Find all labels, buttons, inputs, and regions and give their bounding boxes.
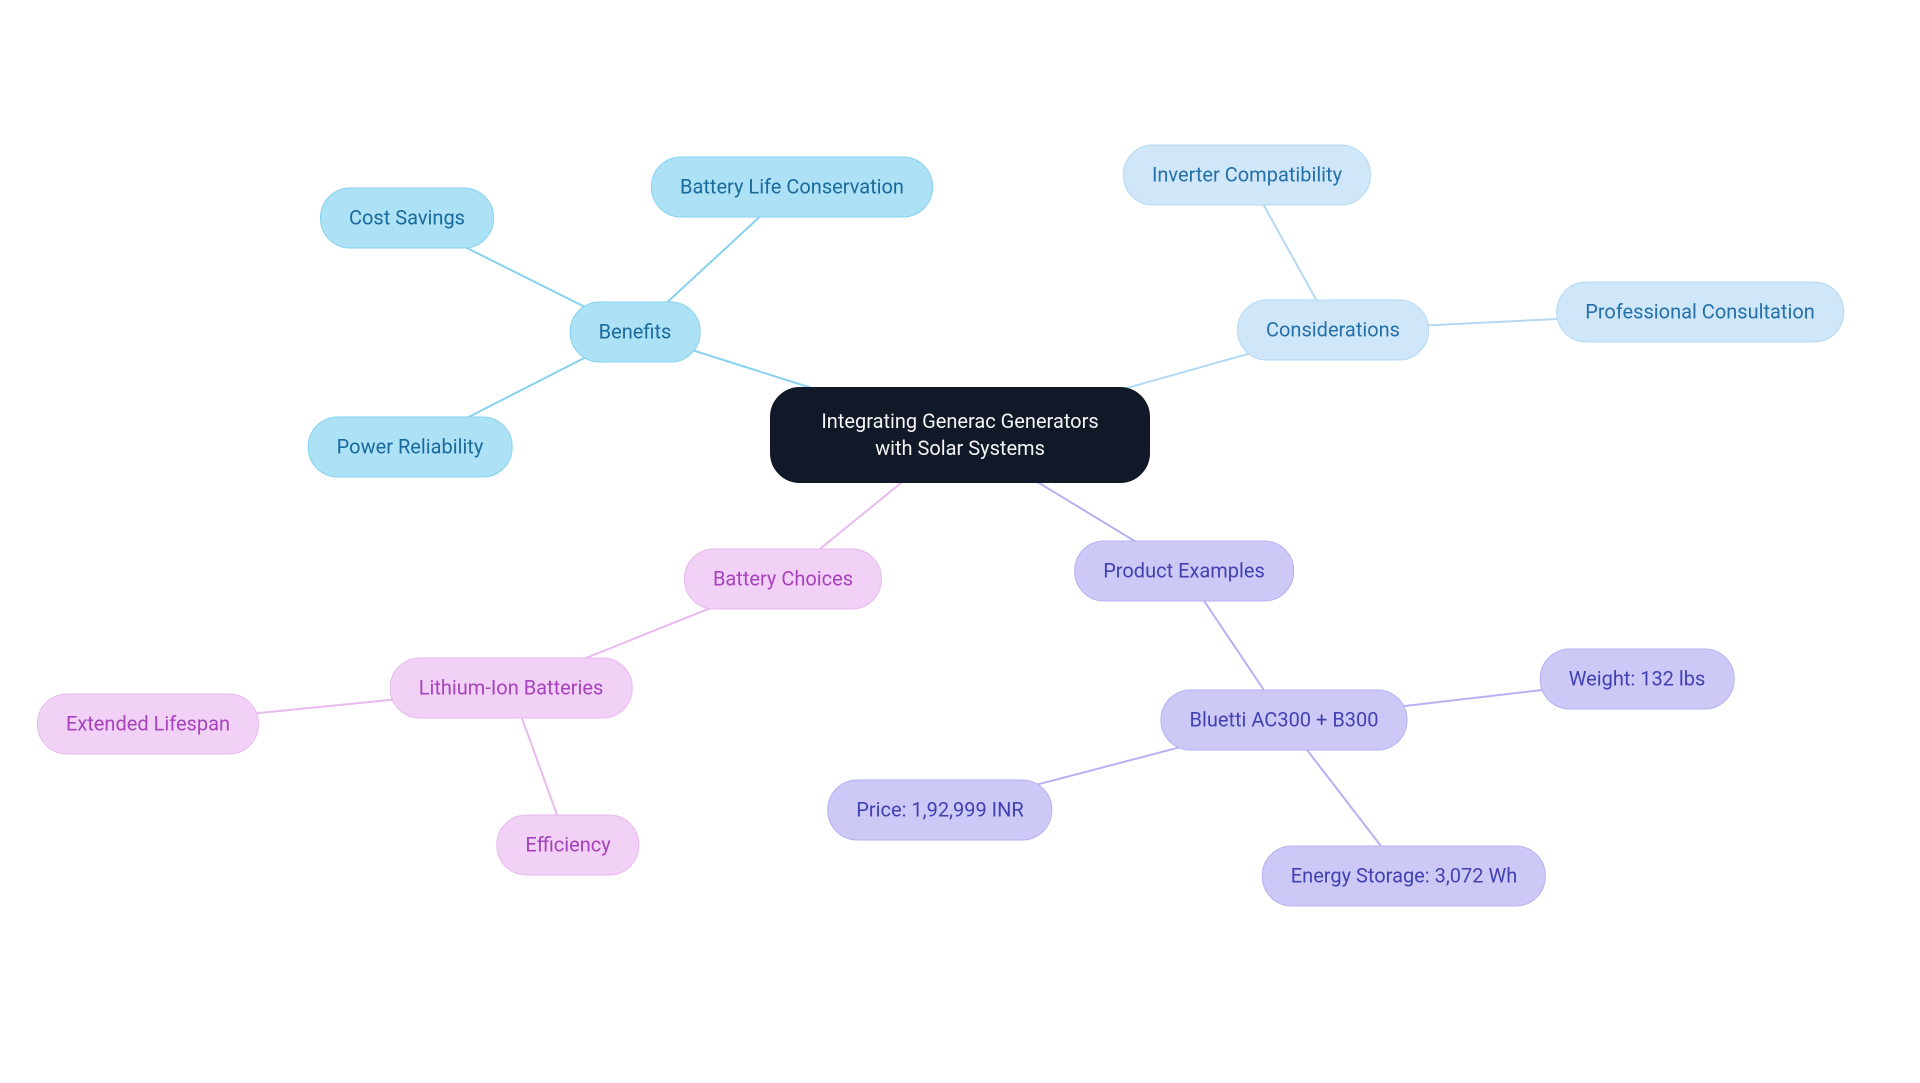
node-label: Battery Life Conservation — [680, 175, 904, 199]
node-bluetti: Bluetti AC300 + B300 — [1161, 690, 1408, 751]
node-battery-choices: Battery Choices — [684, 549, 882, 610]
node-label: Integrating Generac Generators with Sola… — [821, 409, 1098, 460]
mindmap-canvas: Integrating Generac Generators with Sola… — [0, 0, 1920, 1083]
node-inverter: Inverter Compatibility — [1123, 145, 1371, 206]
node-weight: Weight: 132 lbs — [1540, 649, 1735, 710]
node-label: Battery Choices — [713, 567, 853, 591]
node-label: Price: 1,92,999 INR — [856, 798, 1023, 822]
node-products: Product Examples — [1074, 541, 1294, 602]
node-label: Considerations — [1266, 318, 1400, 342]
node-label: Product Examples — [1103, 559, 1265, 583]
node-label: Efficiency — [525, 833, 610, 857]
node-lifespan: Extended Lifespan — [37, 694, 259, 755]
node-professional: Professional Consultation — [1556, 282, 1844, 343]
node-price: Price: 1,92,999 INR — [827, 780, 1052, 841]
node-battery-life: Battery Life Conservation — [651, 157, 933, 218]
node-label: Cost Savings — [349, 206, 465, 230]
node-efficiency: Efficiency — [496, 815, 639, 876]
node-lithium: Lithium-Ion Batteries — [390, 658, 633, 719]
node-label: Extended Lifespan — [66, 712, 230, 736]
node-center: Integrating Generac Generators with Sola… — [770, 387, 1150, 483]
node-considerations: Considerations — [1237, 300, 1429, 361]
node-label: Weight: 132 lbs — [1569, 667, 1706, 691]
node-label: Power Reliability — [337, 435, 484, 459]
node-energy: Energy Storage: 3,072 Wh — [1262, 846, 1546, 907]
node-label: Professional Consultation — [1585, 300, 1815, 324]
node-label: Energy Storage: 3,072 Wh — [1291, 864, 1517, 888]
node-label: Inverter Compatibility — [1152, 163, 1342, 187]
node-label: Benefits — [599, 320, 672, 344]
node-benefits: Benefits — [570, 302, 701, 363]
node-label: Lithium-Ion Batteries — [419, 676, 604, 700]
node-cost-savings: Cost Savings — [320, 188, 494, 249]
node-power-reliability: Power Reliability — [308, 417, 513, 478]
edge-layer — [0, 0, 1920, 1083]
node-label: Bluetti AC300 + B300 — [1190, 708, 1379, 732]
